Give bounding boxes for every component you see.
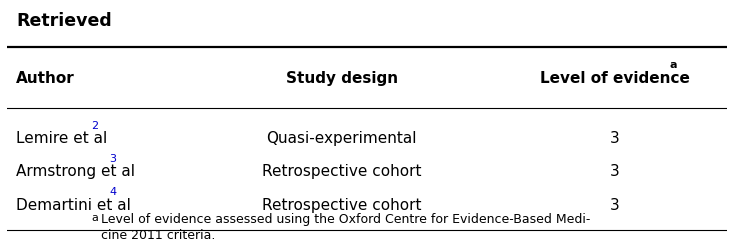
Text: 3: 3 xyxy=(610,165,620,180)
Text: 3: 3 xyxy=(109,154,117,164)
Text: Lemire et al: Lemire et al xyxy=(16,131,107,146)
Text: Level of evidence: Level of evidence xyxy=(540,71,690,86)
Text: 3: 3 xyxy=(610,131,620,146)
Text: 2: 2 xyxy=(91,121,98,131)
Text: Quasi-experimental: Quasi-experimental xyxy=(266,131,417,146)
Text: Level of evidence assessed using the Oxford Centre for Evidence-Based Medi-
cine: Level of evidence assessed using the Oxf… xyxy=(101,213,590,242)
Text: Retrospective cohort: Retrospective cohort xyxy=(262,198,421,213)
Text: Armstrong et al: Armstrong et al xyxy=(16,165,135,180)
Text: Retrospective cohort: Retrospective cohort xyxy=(262,165,421,180)
Text: Retrieved: Retrieved xyxy=(16,12,112,30)
Text: 4: 4 xyxy=(109,187,117,197)
Text: a: a xyxy=(92,213,98,223)
Text: a: a xyxy=(669,60,677,70)
Text: 3: 3 xyxy=(610,198,620,213)
Text: Author: Author xyxy=(16,71,75,86)
Text: Study design: Study design xyxy=(286,71,398,86)
Text: Demartini et al: Demartini et al xyxy=(16,198,131,213)
